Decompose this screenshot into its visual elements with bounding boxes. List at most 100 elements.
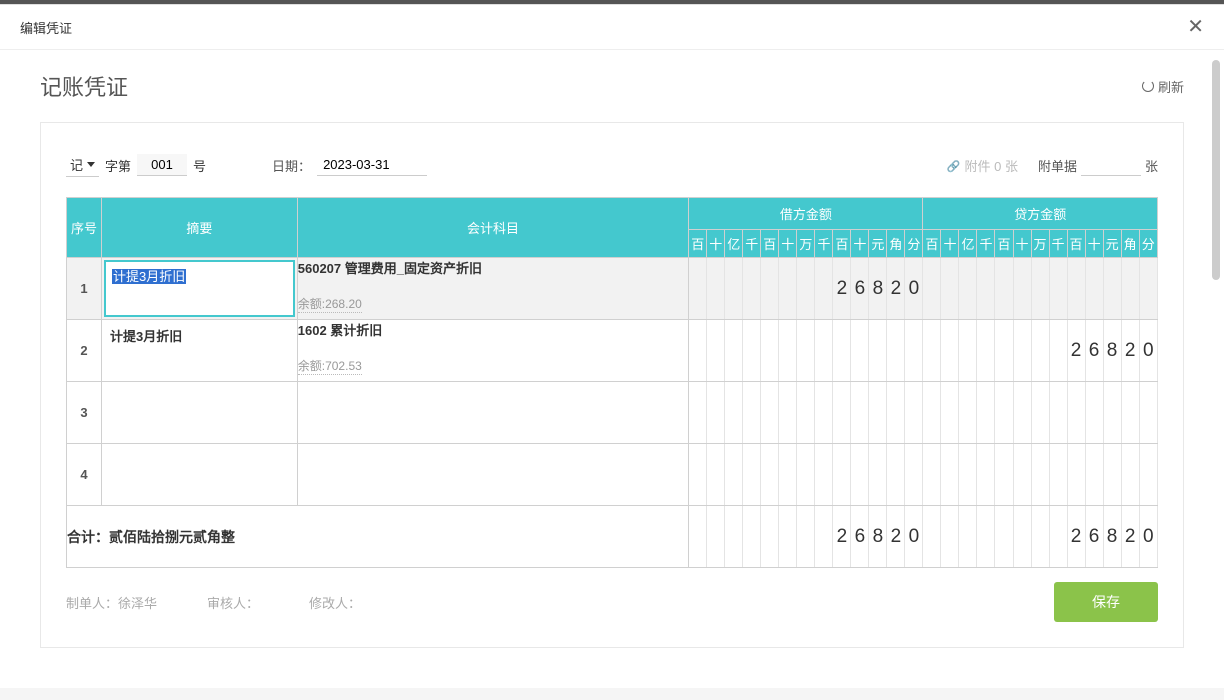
subject-cell[interactable] xyxy=(297,444,688,506)
digit-cell[interactable] xyxy=(815,382,833,444)
digit-cell[interactable] xyxy=(887,382,905,444)
digit-cell[interactable] xyxy=(1013,320,1031,382)
digit-cell[interactable] xyxy=(995,444,1013,506)
digit-cell[interactable] xyxy=(1031,320,1049,382)
digit-cell[interactable] xyxy=(815,444,833,506)
digit-cell[interactable] xyxy=(1121,258,1139,320)
digit-cell[interactable] xyxy=(725,382,743,444)
digit-cell[interactable] xyxy=(779,258,797,320)
digit-cell[interactable]: 6 xyxy=(851,258,869,320)
digit-cell[interactable]: 2 xyxy=(1067,320,1085,382)
digit-cell[interactable] xyxy=(869,320,887,382)
voucher-type-dropdown[interactable]: 记 xyxy=(66,153,99,177)
digit-cell[interactable] xyxy=(995,320,1013,382)
digit-cell[interactable] xyxy=(941,382,959,444)
summary-cell[interactable] xyxy=(102,444,298,506)
digit-cell[interactable] xyxy=(887,444,905,506)
digit-cell[interactable]: 0 xyxy=(1139,320,1157,382)
digit-cell[interactable]: 2 xyxy=(1121,320,1139,382)
digit-cell[interactable] xyxy=(743,444,761,506)
digit-cell[interactable] xyxy=(959,444,977,506)
digit-cell[interactable] xyxy=(833,382,851,444)
digit-cell[interactable] xyxy=(1103,258,1121,320)
digit-cell[interactable] xyxy=(977,382,995,444)
attachments-link[interactable]: 附件 0 张 xyxy=(947,156,1018,175)
digit-cell[interactable] xyxy=(779,382,797,444)
digit-cell[interactable]: 6 xyxy=(1085,320,1103,382)
digit-cell[interactable] xyxy=(1049,444,1067,506)
digit-cell[interactable] xyxy=(1103,444,1121,506)
digit-cell[interactable] xyxy=(1013,382,1031,444)
digit-cell[interactable] xyxy=(797,382,815,444)
digit-cell[interactable] xyxy=(1085,258,1103,320)
digit-cell[interactable] xyxy=(923,382,941,444)
digit-cell[interactable] xyxy=(977,258,995,320)
digit-cell[interactable] xyxy=(959,382,977,444)
digit-cell[interactable] xyxy=(1121,382,1139,444)
digit-cell[interactable] xyxy=(851,382,869,444)
digit-cell[interactable] xyxy=(689,444,707,506)
digit-cell[interactable] xyxy=(1049,320,1067,382)
digit-cell[interactable] xyxy=(779,444,797,506)
digit-cell[interactable] xyxy=(959,320,977,382)
digit-cell[interactable] xyxy=(1049,382,1067,444)
digit-cell[interactable] xyxy=(707,258,725,320)
digit-cell[interactable] xyxy=(1121,444,1139,506)
digit-cell[interactable]: 8 xyxy=(1103,320,1121,382)
scrollbar[interactable] xyxy=(1212,60,1220,280)
digit-cell[interactable] xyxy=(851,320,869,382)
digit-cell[interactable] xyxy=(725,444,743,506)
digit-cell[interactable] xyxy=(905,320,923,382)
digit-cell[interactable] xyxy=(815,258,833,320)
digit-cell[interactable] xyxy=(869,382,887,444)
digit-cell[interactable] xyxy=(725,320,743,382)
date-input[interactable] xyxy=(317,154,427,176)
subject-cell[interactable]: 560207 管理费用_固定资产折旧余额:268.20 xyxy=(297,258,688,320)
digit-cell[interactable] xyxy=(725,258,743,320)
digit-cell[interactable] xyxy=(1067,382,1085,444)
digit-cell[interactable] xyxy=(761,444,779,506)
digit-cell[interactable] xyxy=(707,382,725,444)
sheets-input[interactable] xyxy=(1081,154,1141,176)
digit-cell[interactable] xyxy=(761,382,779,444)
digit-cell[interactable] xyxy=(1067,444,1085,506)
digit-cell[interactable] xyxy=(833,444,851,506)
digit-cell[interactable] xyxy=(815,320,833,382)
digit-cell[interactable] xyxy=(1139,258,1157,320)
summary-cell[interactable]: 计提3月折旧 xyxy=(102,320,298,382)
digit-cell[interactable] xyxy=(851,444,869,506)
summary-cell[interactable]: 计提3月折旧 xyxy=(102,258,298,320)
digit-cell[interactable] xyxy=(1031,444,1049,506)
subject-cell[interactable] xyxy=(297,382,688,444)
digit-cell[interactable]: 8 xyxy=(869,258,887,320)
digit-cell[interactable] xyxy=(905,444,923,506)
digit-cell[interactable] xyxy=(995,258,1013,320)
digit-cell[interactable] xyxy=(995,382,1013,444)
digit-cell[interactable] xyxy=(761,320,779,382)
digit-cell[interactable] xyxy=(689,258,707,320)
digit-cell[interactable] xyxy=(959,258,977,320)
save-button[interactable]: 保存 xyxy=(1054,582,1158,622)
digit-cell[interactable] xyxy=(905,382,923,444)
digit-cell[interactable] xyxy=(743,258,761,320)
digit-cell[interactable] xyxy=(797,258,815,320)
digit-cell[interactable] xyxy=(779,320,797,382)
digit-cell[interactable] xyxy=(941,320,959,382)
digit-cell[interactable] xyxy=(707,320,725,382)
digit-cell[interactable] xyxy=(743,320,761,382)
digit-cell[interactable] xyxy=(761,258,779,320)
digit-cell[interactable] xyxy=(977,444,995,506)
digit-cell[interactable]: 2 xyxy=(833,258,851,320)
digit-cell[interactable] xyxy=(923,444,941,506)
digit-cell[interactable] xyxy=(743,382,761,444)
digit-cell[interactable] xyxy=(833,320,851,382)
digit-cell[interactable] xyxy=(797,320,815,382)
digit-cell[interactable] xyxy=(941,258,959,320)
subject-cell[interactable]: 1602 累计折旧余额:702.53 xyxy=(297,320,688,382)
digit-cell[interactable] xyxy=(1085,382,1103,444)
digit-cell[interactable] xyxy=(1139,444,1157,506)
digit-cell[interactable] xyxy=(1031,258,1049,320)
digit-cell[interactable] xyxy=(1049,258,1067,320)
digit-cell[interactable] xyxy=(941,444,959,506)
refresh-button[interactable]: 刷新 xyxy=(1142,77,1184,96)
